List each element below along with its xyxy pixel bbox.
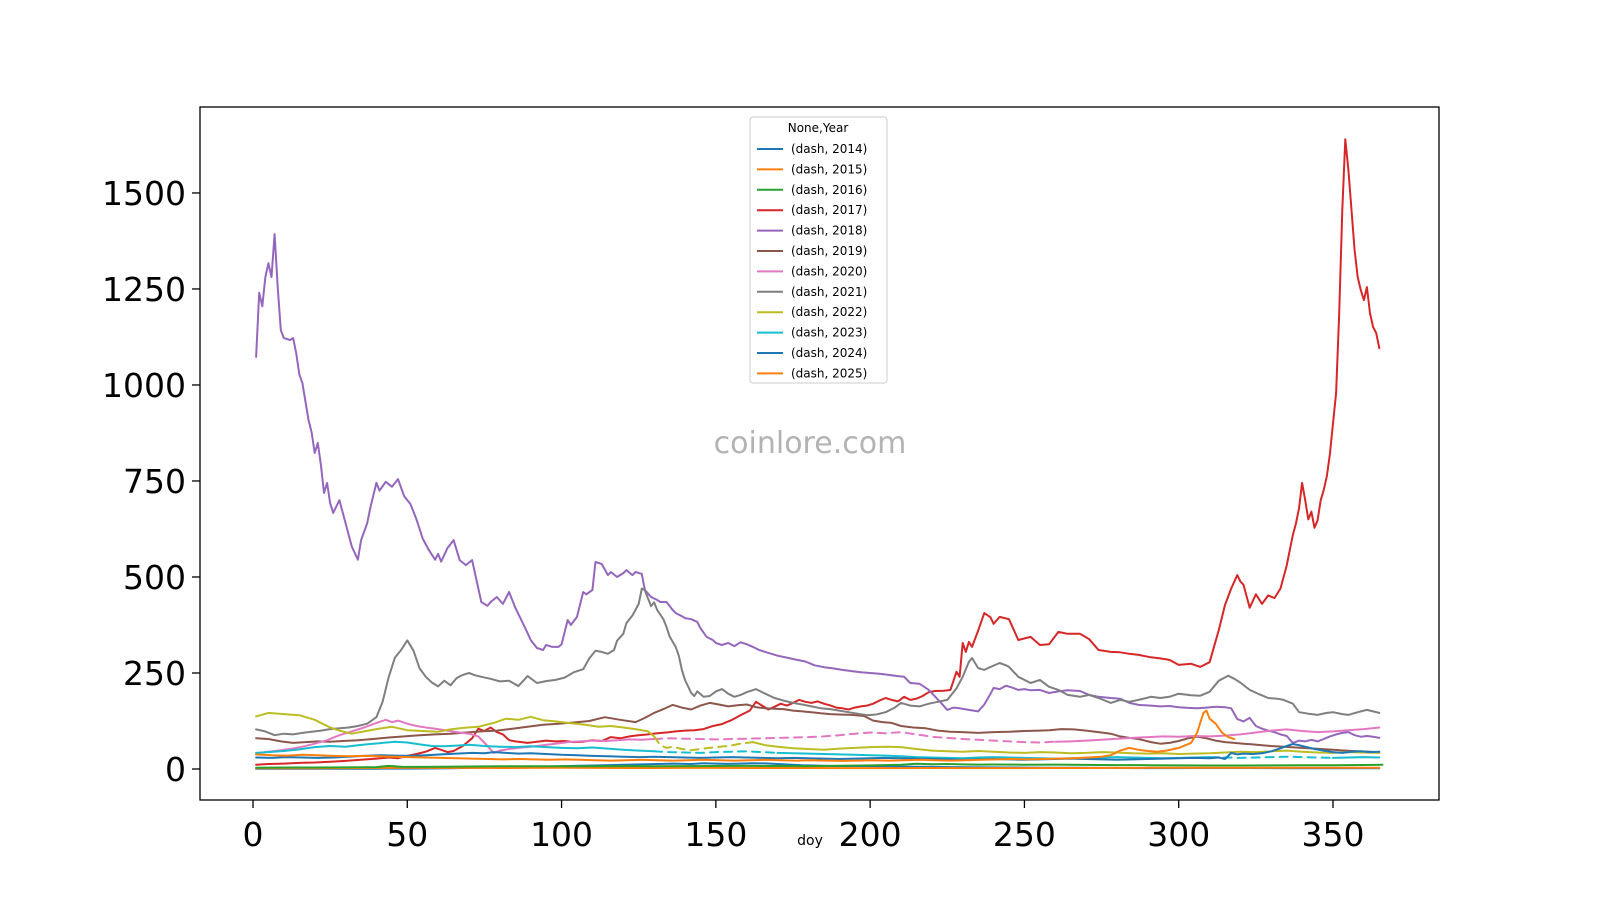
series-line-dash-2023 [255, 740, 1381, 760]
y-tick-label: 1250 [102, 270, 186, 309]
legend-box: None,Year (dash, 2014) (dash, 2015) (dash,… [749, 116, 888, 384]
legend-frame [749, 116, 888, 384]
y-tick-label: 250 [123, 654, 186, 693]
legend-entry-label: (dash, 2014) [791, 142, 867, 156]
legend-title: None,Year [788, 121, 849, 135]
legend-entry: (dash, 2021) [757, 285, 867, 299]
legend-entry-label: (dash, 2020) [791, 264, 867, 278]
legend-entry: (dash, 2017) [757, 203, 867, 217]
series-line-dash-2025 [255, 709, 1236, 762]
legend-entry-label: (dash, 2017) [791, 203, 867, 217]
x-tick-label: 200 [839, 815, 902, 854]
y-tick-label: 0 [165, 750, 186, 789]
y-tick-label: 1000 [102, 366, 186, 405]
legend-entry-label: (dash, 2024) [791, 346, 867, 360]
legend-entry-label: (dash, 2025) [791, 366, 867, 380]
series-line-dash-2020-gapped [653, 731, 1057, 744]
y-tick-label: 1500 [102, 174, 186, 213]
x-tick-label: 50 [386, 815, 428, 854]
legend-entry: (dash, 2024) [757, 346, 867, 360]
legend-entry-label: (dash, 2023) [791, 326, 867, 340]
legend-entry: (dash, 2018) [757, 224, 867, 238]
series-line-dash-2016 [255, 762, 1384, 769]
x-tick-label: 0 [243, 815, 264, 854]
x-tick-label: 250 [993, 815, 1056, 854]
axis-ticks: 0 50 100 150 200 250 300 350 0 250 500 750 1000 1250 1… [102, 174, 1364, 854]
series-line-dash-2019 [255, 701, 1381, 754]
legend-entry: (dash, 2023) [757, 326, 867, 340]
legend-entry: (dash, 2014) [757, 142, 867, 156]
legend-entry-label: (dash, 2021) [791, 285, 867, 299]
series-line-dash-2021 [255, 587, 1381, 737]
legend-entry-label: (dash, 2022) [791, 305, 867, 319]
series-line-dash-2020 [255, 718, 1381, 755]
legend-entry-label: (dash, 2019) [791, 244, 867, 258]
series-group [255, 138, 1384, 770]
legend-entry-label: (dash, 2018) [791, 224, 867, 238]
legend-entry: (dash, 2020) [757, 264, 867, 278]
series-line-dash-2018 [255, 233, 1381, 744]
plot-border [199, 106, 1440, 801]
series-line-dash-2015 [255, 766, 1381, 770]
x-tick-label: 100 [530, 815, 593, 854]
legend-entry: (dash, 2015) [757, 162, 867, 176]
x-tick-label: 150 [684, 815, 747, 854]
legend-entry: (dash, 2016) [757, 183, 867, 197]
legend-entry: (dash, 2022) [757, 305, 867, 319]
series-line-dash-2024 [255, 743, 1381, 761]
series-line-dash-2022-gapped [653, 735, 754, 752]
legend-entry: (dash, 2025) [757, 366, 867, 380]
x-axis-label: doy [797, 833, 823, 849]
series-line-dash-2023-gapped [653, 750, 1334, 759]
y-tick-label: 750 [123, 462, 186, 501]
y-tick-label: 500 [123, 558, 186, 597]
watermark: coinlore.com [714, 426, 907, 461]
legend-entry: (dash, 2019) [757, 244, 867, 258]
x-tick-label: 300 [1147, 815, 1210, 854]
x-tick-label: 350 [1301, 815, 1364, 854]
legend-entry-label: (dash, 2016) [791, 183, 867, 197]
series-line-dash-2017 [255, 138, 1381, 766]
legend-entry-label: (dash, 2015) [791, 162, 867, 176]
